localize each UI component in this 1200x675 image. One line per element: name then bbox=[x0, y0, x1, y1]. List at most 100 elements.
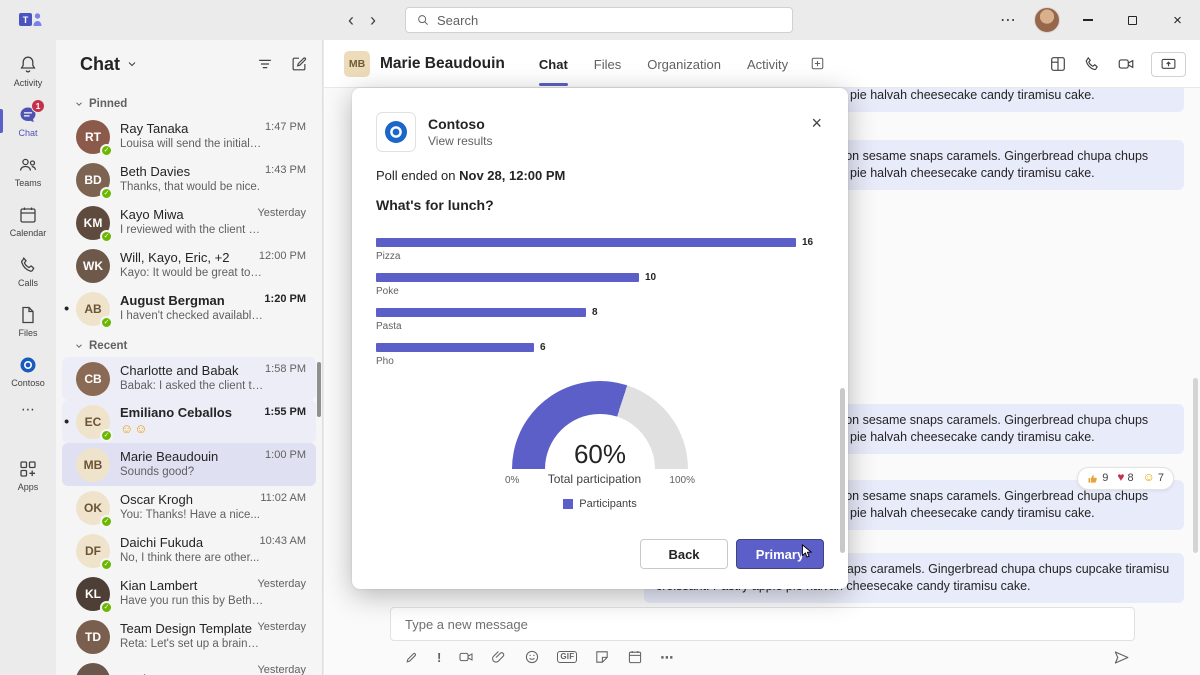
message-text: Bonbon sesame snaps caramels. Gingerbrea… bbox=[816, 413, 1149, 444]
message-scrollbar[interactable] bbox=[1193, 378, 1198, 553]
chat-list-item[interactable]: • EC ✓ Emiliano Ceballos ☺☺ 1:55 PM bbox=[62, 400, 316, 443]
chat-list-item[interactable]: DF ✓ Daichi Fukuda No, I think there are … bbox=[62, 529, 316, 572]
unread-dot: • bbox=[64, 413, 70, 430]
rail-item-activity[interactable]: Activity bbox=[0, 46, 56, 96]
rail-item-chat[interactable]: Chat 1 bbox=[0, 96, 56, 146]
schedule-icon[interactable] bbox=[627, 649, 643, 665]
tab-activity[interactable]: Activity bbox=[746, 56, 789, 72]
search-input[interactable] bbox=[437, 12, 782, 28]
search-bar[interactable] bbox=[405, 7, 793, 33]
minimize-button[interactable] bbox=[1065, 0, 1110, 40]
rail-item-label: Apps bbox=[17, 481, 39, 492]
chat-list-item[interactable]: WK Will, Kayo, Eric, +2 Kayo: It would b… bbox=[62, 244, 316, 287]
share-screen-button[interactable] bbox=[1151, 51, 1186, 77]
filter-button[interactable] bbox=[256, 55, 274, 73]
message-reactions[interactable]: 9 ♥ 8 ☺ 7 bbox=[1077, 467, 1174, 490]
chat-list-item[interactable]: MB Marie Beaudouin Sounds good? 1:00 PM bbox=[62, 443, 316, 486]
rail-item-apps[interactable]: Apps bbox=[0, 450, 56, 500]
video-call-button[interactable] bbox=[1117, 55, 1135, 73]
importance-icon[interactable]: ! bbox=[437, 649, 442, 665]
back-button-dialog[interactable]: Back bbox=[640, 539, 728, 569]
tab-organization[interactable]: Organization bbox=[647, 56, 721, 72]
reaction-laughing[interactable]: ☺ 7 bbox=[1143, 470, 1164, 487]
bar-category: Pasta bbox=[376, 321, 402, 332]
call-button[interactable] bbox=[1083, 55, 1101, 73]
chat-panel-title: Chat bbox=[80, 53, 120, 74]
send-button[interactable] bbox=[1113, 649, 1130, 666]
section-header[interactable]: Pinned bbox=[56, 88, 322, 115]
add-tab-button[interactable] bbox=[810, 56, 825, 71]
avatar: KM ✓ bbox=[76, 205, 113, 243]
bar-value: 6 bbox=[540, 342, 546, 353]
chat-list-item[interactable]: KL ✓ Kian Lambert Have you run this by Be… bbox=[62, 572, 316, 615]
poll-status: Poll ended on Nov 28, 12:00 PM bbox=[376, 168, 566, 183]
attach-icon[interactable] bbox=[491, 649, 507, 665]
activity-icon bbox=[18, 55, 38, 75]
tab-chat[interactable]: Chat bbox=[538, 42, 568, 86]
primary-button[interactable]: Primary bbox=[736, 539, 824, 569]
legend-label: Participants bbox=[579, 498, 637, 510]
open-apps-icon[interactable] bbox=[1049, 55, 1067, 73]
chat-name: Marie Beaudouin bbox=[120, 449, 219, 464]
message-text: Bonbon sesame snaps caramels. Gingerbrea… bbox=[816, 149, 1149, 180]
chat-list-item[interactable]: TD Team Design Template Reta: Let's set … bbox=[62, 615, 316, 658]
emoji-icon[interactable] bbox=[524, 649, 540, 665]
forward-button[interactable]: › bbox=[370, 10, 376, 30]
laughing-icon: ☺ bbox=[1142, 470, 1155, 484]
chat-name: Will, Kayo, Eric, +2 bbox=[120, 250, 230, 265]
format-icon[interactable] bbox=[404, 649, 420, 665]
poll-bar-chart: 16 Pizza 10 Poke 8 Pasta 6 Pho bbox=[376, 237, 824, 367]
rail-item-label: Calls bbox=[17, 277, 38, 288]
back-button[interactable]: ‹ bbox=[348, 10, 354, 30]
chat-name: Emiliano Ceballos bbox=[120, 405, 232, 420]
titlebar-more-button[interactable]: ⋯ bbox=[1000, 12, 1016, 29]
presence-available-icon: ✓ bbox=[100, 600, 113, 614]
avatar: RT ✓ bbox=[76, 119, 113, 157]
chat-preview: Kayo: It would be great to sync... bbox=[120, 267, 264, 279]
gif-icon[interactable]: GIF bbox=[557, 651, 578, 663]
message-bubble: Bonbon sesame snaps caramels. Gingerbrea… bbox=[804, 140, 1184, 190]
video-clip-icon[interactable] bbox=[458, 649, 474, 665]
legend-swatch bbox=[563, 499, 574, 509]
rail-item-contoso[interactable]: Contoso bbox=[0, 346, 56, 396]
bar-row: 8 Pasta bbox=[376, 307, 824, 332]
sidebar-scrollbar[interactable] bbox=[317, 362, 321, 417]
rail-item-calls[interactable]: Calls bbox=[0, 246, 56, 296]
dialog-scrollbar[interactable] bbox=[840, 388, 845, 553]
section-header[interactable]: Recent bbox=[56, 330, 322, 357]
chat-list-item[interactable]: KM ✓ Kayo Miwa I reviewed with the client… bbox=[62, 201, 316, 244]
files-icon bbox=[18, 305, 38, 325]
avatar: RV bbox=[76, 662, 110, 675]
contoso-logo-icon bbox=[376, 112, 416, 152]
user-avatar[interactable] bbox=[1034, 7, 1060, 33]
tab-files[interactable]: Files bbox=[593, 56, 622, 72]
close-window-button[interactable]: × bbox=[1173, 11, 1182, 29]
contoso-icon bbox=[18, 355, 38, 375]
new-chat-button[interactable] bbox=[290, 55, 308, 73]
chart-legend: Participants bbox=[505, 498, 695, 510]
svg-text:T: T bbox=[23, 15, 29, 25]
chat-list-item[interactable]: RT ✓ Ray Tanaka Louisa will send the init… bbox=[62, 115, 316, 158]
chevron-down-icon[interactable] bbox=[126, 58, 138, 70]
message-input[interactable] bbox=[390, 607, 1135, 641]
bar-row: 6 Pho bbox=[376, 342, 824, 367]
rail-item-teams[interactable]: Teams bbox=[0, 146, 56, 196]
rail-item-files[interactable]: Files bbox=[0, 296, 56, 346]
chat-list-item[interactable]: RV Reviewers Yesterday bbox=[62, 658, 316, 675]
dialog-close-button[interactable]: × bbox=[811, 113, 822, 133]
bar-category: Pizza bbox=[376, 251, 401, 262]
chat-list-item[interactable]: OK ✓ Oscar Krogh You: Thanks! Have a nice… bbox=[62, 486, 316, 529]
more-icon[interactable]: ⋯ bbox=[660, 649, 674, 665]
chat-list-item[interactable]: BD ✓ Beth Davies Thanks, that would be ni… bbox=[62, 158, 316, 201]
rail-item-label: Teams bbox=[14, 177, 42, 188]
reaction-thumbs-up[interactable]: 9 bbox=[1087, 470, 1108, 487]
rail-item-more[interactable]: ⋯ bbox=[0, 396, 56, 422]
bar bbox=[376, 343, 534, 352]
maximize-button[interactable] bbox=[1110, 0, 1155, 40]
reaction-heart[interactable]: ♥ 8 bbox=[1117, 470, 1133, 487]
chat-list-item[interactable]: • AB ✓ August Bergman I haven't checked a… bbox=[62, 287, 316, 330]
chat-list-item[interactable]: CB Charlotte and Babak Babak: I asked th… bbox=[62, 357, 316, 400]
chat-time: 12:00 PM bbox=[258, 250, 306, 262]
sticker-icon[interactable] bbox=[594, 649, 610, 665]
rail-item-calendar[interactable]: Calendar bbox=[0, 196, 56, 246]
